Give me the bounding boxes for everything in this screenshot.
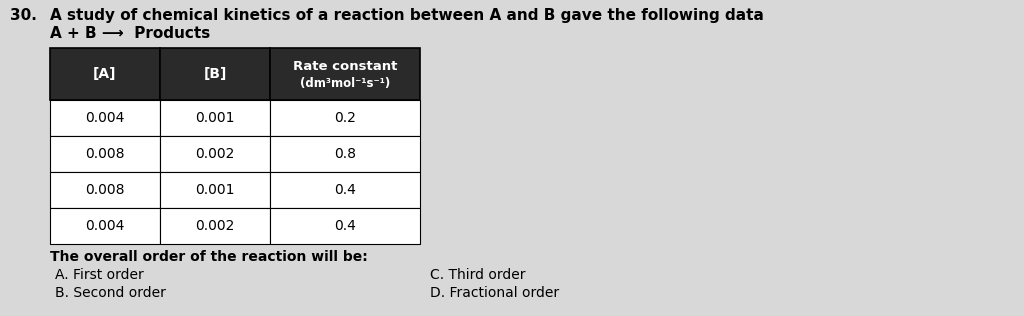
Text: 0.008: 0.008 <box>85 147 125 161</box>
Text: 0.008: 0.008 <box>85 183 125 197</box>
Text: Rate constant: Rate constant <box>293 59 397 72</box>
Text: The overall order of the reaction will be:: The overall order of the reaction will b… <box>50 250 368 264</box>
Text: 0.2: 0.2 <box>334 111 356 125</box>
Text: A study of chemical kinetics of a reaction between A and B gave the following da: A study of chemical kinetics of a reacti… <box>50 8 764 23</box>
Text: A. First order: A. First order <box>55 268 143 282</box>
Text: B. Second order: B. Second order <box>55 286 166 300</box>
Text: [A]: [A] <box>93 67 117 81</box>
Text: 0.001: 0.001 <box>196 183 234 197</box>
Text: (dm³mol⁻¹s⁻¹): (dm³mol⁻¹s⁻¹) <box>300 76 390 89</box>
Text: 0.004: 0.004 <box>85 219 125 233</box>
Text: 0.4: 0.4 <box>334 219 356 233</box>
Text: 0.8: 0.8 <box>334 147 356 161</box>
Text: 0.004: 0.004 <box>85 111 125 125</box>
Text: C. Third order: C. Third order <box>430 268 525 282</box>
Text: D. Fractional order: D. Fractional order <box>430 286 559 300</box>
Text: 0.001: 0.001 <box>196 111 234 125</box>
Text: 0.002: 0.002 <box>196 147 234 161</box>
Text: [B]: [B] <box>204 67 226 81</box>
Text: 0.4: 0.4 <box>334 183 356 197</box>
Text: 0.002: 0.002 <box>196 219 234 233</box>
Text: 30.: 30. <box>10 8 37 23</box>
Text: A + B ⟶  Products: A + B ⟶ Products <box>50 26 210 41</box>
